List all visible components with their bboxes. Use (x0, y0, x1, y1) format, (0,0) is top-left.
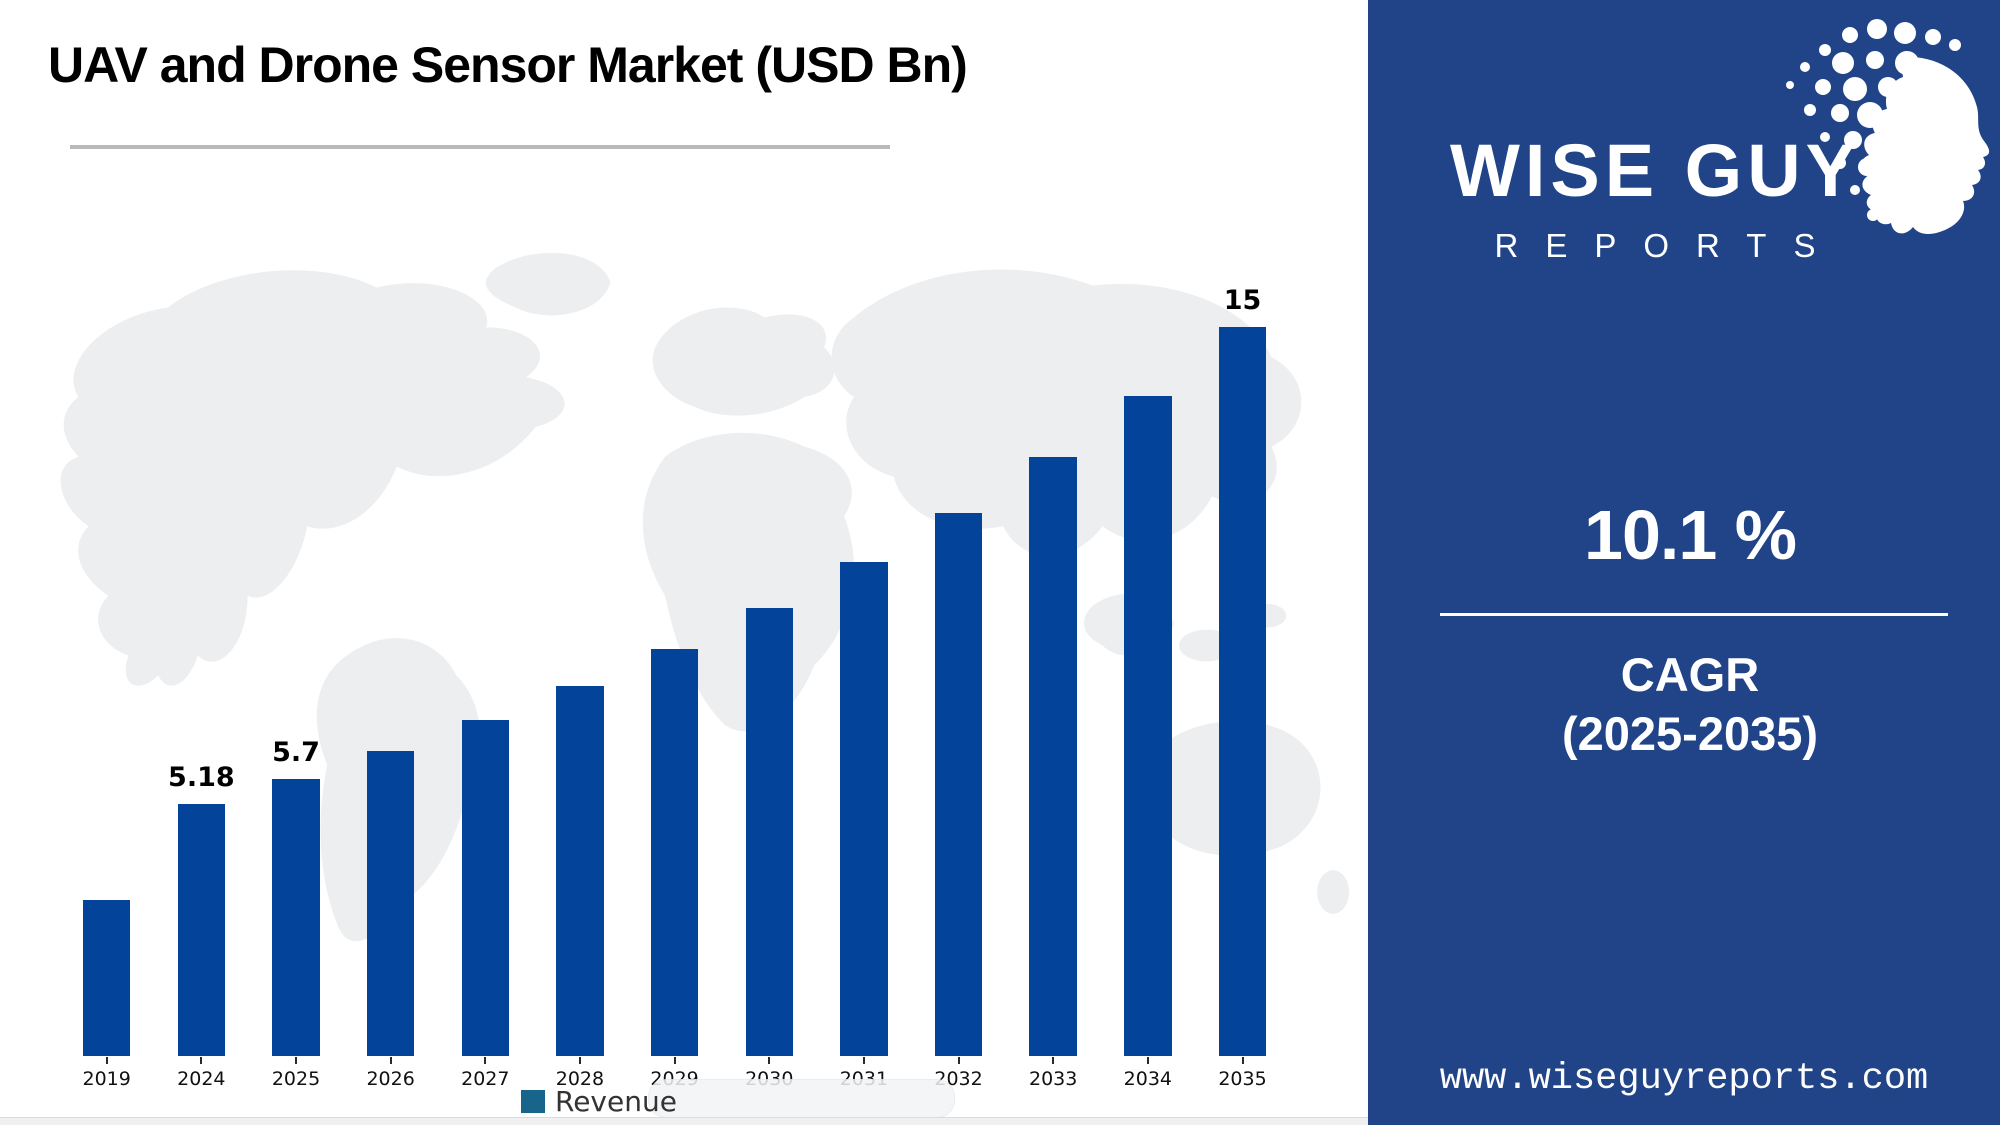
legend-swatch-icon (521, 1090, 545, 1113)
bar-2032 (934, 512, 983, 1056)
cagr-block: 10.1 % CAGR (2025-2035) (1440, 495, 1948, 764)
dotted-head-logo-icon (1786, 19, 1990, 234)
x-axis-tick (1146, 1057, 1149, 1064)
chart-legend: Revenue (521, 1085, 677, 1118)
x-axis-tick (1241, 1057, 1244, 1064)
x-tick-label-2025: 2025 (271, 1068, 321, 1090)
x-tick-label-2019: 2019 (82, 1068, 131, 1090)
bar-chart: 201920245.1820255.7202620272028202920302… (82, 285, 1267, 1090)
legend-label: Revenue (555, 1085, 677, 1118)
x-axis-tick (389, 1057, 392, 1064)
chart-title: UAV and Drone Sensor Market (USD Bn) (48, 37, 968, 93)
x-axis-tick (295, 1057, 297, 1064)
x-tick-label-2024: 2024 (177, 1068, 226, 1090)
logo-wordmark-line2: REPORTS (1494, 227, 1843, 264)
bar-value-label-2024: 5.18 (168, 762, 235, 794)
logo-wordmark-line1: WISE GUY (1449, 129, 1861, 212)
x-tick-label-2035: 2035 (1218, 1068, 1267, 1090)
bar-2028 (556, 686, 604, 1056)
bar-2027 (461, 720, 510, 1056)
x-axis-tick (673, 1057, 676, 1064)
wiseguy-logo: WISE GUY REPORTS (1440, 128, 1870, 265)
bar-2031 (840, 562, 888, 1056)
bar-2026 (366, 750, 415, 1056)
x-axis-tick (957, 1057, 960, 1064)
bottom-strip (0, 1117, 1368, 1125)
x-tick-label-2026: 2026 (366, 1068, 415, 1090)
bar-2025 (272, 778, 320, 1056)
x-axis-tick (200, 1057, 203, 1064)
cagr-divider (1440, 613, 1948, 616)
bar-2034 (1124, 396, 1172, 1056)
world-map-watermark (60, 252, 1350, 942)
x-tick-label-2028: 2028 (555, 1068, 605, 1090)
x-axis-tick (1052, 1057, 1055, 1064)
website-url: www.wiseguyreports.com (1439, 1058, 1929, 1100)
brand-panel: WISE GUY REPORTS 10.1 % CAGR (2025-2035) (1368, 0, 2000, 1125)
x-axis-tick (105, 1057, 108, 1064)
bar-2024 (177, 804, 226, 1056)
bar-value-label-2035: 15 (1223, 285, 1262, 316)
bar-2033 (1029, 457, 1077, 1056)
x-tick-label-2034: 2034 (1123, 1068, 1173, 1090)
x-tick-label-2027: 2027 (461, 1068, 510, 1090)
title-underline (70, 145, 890, 149)
bar-2030 (745, 607, 793, 1056)
bar-2035 (1218, 327, 1267, 1056)
x-axis-tick (578, 1057, 581, 1064)
cagr-value: 10.1 % (1584, 496, 1797, 574)
x-tick-label-2033: 2033 (1029, 1068, 1078, 1090)
bar-value-label-2025: 5.7 (272, 736, 320, 768)
x-axis-tick (484, 1057, 487, 1064)
cagr-label: CAGR (2025-2035) (1440, 646, 1940, 764)
bar-2019 (82, 900, 131, 1056)
cagr-label-line2: (2025-2035) (1561, 706, 1819, 760)
x-axis-tick (862, 1057, 865, 1064)
chart-region: UAV and Drone Sensor Market (USD Bn) (0, 37, 1368, 1125)
legend-ghost-watermark (648, 1079, 955, 1118)
bar-2029 (650, 648, 699, 1056)
cagr-label-line1: CAGR (1620, 648, 1760, 701)
x-axis-tick (768, 1057, 771, 1064)
